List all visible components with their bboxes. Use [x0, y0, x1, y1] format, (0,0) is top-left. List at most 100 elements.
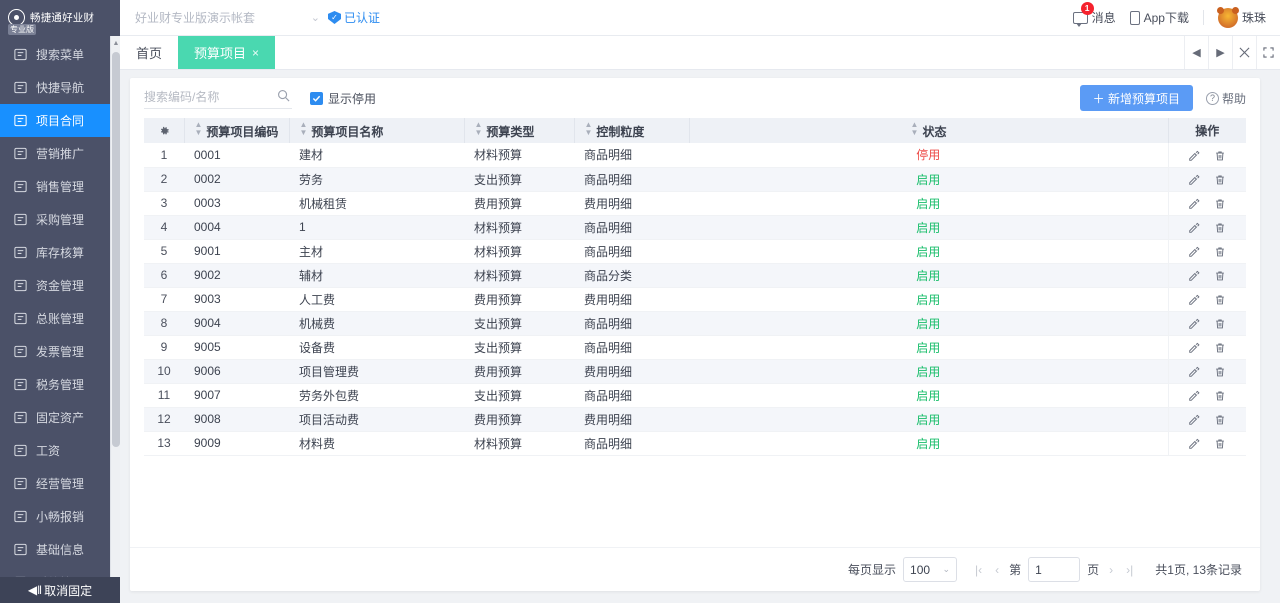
edit-icon[interactable] [1188, 268, 1200, 282]
sidebar-item-8[interactable]: 总账管理 [0, 302, 120, 335]
trash-icon[interactable] [1214, 220, 1226, 234]
scroll-up-arrow[interactable]: ▲ [111, 36, 120, 50]
edit-icon[interactable] [1188, 364, 1200, 378]
sidebar-item-10[interactable]: 税务管理 [0, 368, 120, 401]
column-settings-button[interactable] [144, 118, 185, 143]
caret-right-icon[interactable]: ▶ [1208, 36, 1232, 69]
table-row[interactable]: 8 9004 机械费 支出预算 商品明细 启用 [144, 311, 1246, 336]
sidebar-item-14[interactable]: 小畅报销 [0, 500, 120, 533]
next-page-icon[interactable]: › [1109, 562, 1114, 577]
table-row[interactable]: 4 0004 1 材料预算 商品明细 启用 [144, 215, 1246, 240]
salary-icon [13, 443, 28, 458]
add-budget-item-button[interactable]: ＋ 新增预算项目 [1079, 85, 1193, 111]
table-row[interactable]: 11 9007 劳务外包费 支出预算 商品明细 启用 [144, 383, 1246, 408]
sidebar-item-3[interactable]: 营销推广 [0, 137, 120, 170]
sidebar-item-13[interactable]: 经营管理 [0, 467, 120, 500]
tab-home[interactable]: 首页 [120, 36, 178, 69]
sidebar-item-11[interactable]: 固定资产 [0, 401, 120, 434]
scrollbar-thumb[interactable] [112, 52, 120, 447]
trash-icon[interactable] [1214, 388, 1226, 402]
prev-page-icon[interactable]: ‹ [995, 562, 1000, 577]
trash-icon[interactable] [1214, 148, 1226, 162]
edit-icon[interactable] [1188, 412, 1200, 426]
trash-icon[interactable] [1214, 316, 1226, 330]
cell-granularity: 商品明细 [574, 383, 689, 408]
table-row[interactable]: 12 9008 项目活动费 费用预算 费用明细 启用 [144, 407, 1246, 432]
close-icon[interactable] [1232, 36, 1256, 69]
sidebar-item-9[interactable]: 发票管理 [0, 335, 120, 368]
user-menu[interactable]: 珠珠 [1216, 6, 1266, 28]
sidebar-item-7[interactable]: 资金管理 [0, 269, 120, 302]
edit-icon[interactable] [1188, 148, 1200, 162]
cell-code: 0002 [184, 167, 289, 192]
unpin-sidebar-button[interactable]: ◀‖ 取消固定 [0, 577, 120, 603]
show-disabled-checkbox[interactable]: 显示停用 [310, 90, 376, 107]
trash-icon[interactable] [1214, 244, 1226, 258]
last-page-icon[interactable]: ›| [1126, 562, 1134, 577]
sidebar-item-4[interactable]: 销售管理 [0, 170, 120, 203]
column-header-status[interactable]: ▲ ▼ 状态 [689, 118, 1169, 143]
tab-budget-project[interactable]: 预算项目 × [178, 36, 276, 69]
sidebar-scrollbar[interactable]: ▲ ▼ [110, 36, 120, 603]
sidebar-item-15[interactable]: 基础信息 [0, 533, 120, 566]
column-header-granularity[interactable]: ▲ ▼ 控制粒度 [574, 118, 690, 143]
messages-button[interactable]: 1 消息 [1072, 2, 1116, 27]
cell-status: 启用 [689, 383, 1168, 408]
table-row[interactable]: 3 0003 机械租赁 费用预算 费用明细 启用 [144, 191, 1246, 216]
app-download-label: App下载 [1143, 11, 1189, 25]
trash-icon[interactable] [1214, 196, 1226, 210]
edit-icon[interactable] [1188, 244, 1200, 258]
sidebar-item-0[interactable]: 搜索菜单 [0, 38, 120, 71]
trash-icon[interactable] [1214, 292, 1226, 306]
table-row[interactable]: 2 0002 劳务 支出预算 商品明细 启用 [144, 167, 1246, 192]
table-row[interactable]: 6 9002 辅材 材料预算 商品分类 启用 [144, 263, 1246, 288]
table-row[interactable]: 5 9001 主材 材料预算 商品明细 启用 [144, 239, 1246, 264]
sidebar-item-6[interactable]: 库存核算 [0, 236, 120, 269]
app-download-button[interactable]: App下载 [1129, 9, 1189, 26]
table-row[interactable]: 9 9005 设备费 支出预算 商品明细 启用 [144, 335, 1246, 360]
column-header-type[interactable]: ▲ ▼ 预算类型 [464, 118, 575, 143]
edit-icon[interactable] [1188, 436, 1200, 450]
cell-operations [1167, 191, 1246, 216]
column-header-name[interactable]: ▲ ▼ 预算项目名称 [289, 118, 465, 143]
help-link[interactable]: ? 帮助 [1205, 90, 1246, 107]
edit-icon[interactable] [1188, 220, 1200, 234]
fullscreen-icon[interactable] [1256, 36, 1280, 69]
brand-logo-area[interactable]: 畅捷通好业财 专业版 [0, 0, 120, 36]
table-row[interactable]: 7 9003 人工费 费用预算 费用明细 启用 [144, 287, 1246, 312]
close-icon[interactable]: × [252, 45, 260, 60]
trash-icon[interactable] [1214, 364, 1226, 378]
per-page-select[interactable]: 100 ⌄ [903, 557, 958, 582]
sidebar-item-label: 发票管理 [36, 345, 85, 359]
sidebar-item-5[interactable]: 采购管理 [0, 203, 120, 236]
trash-icon[interactable] [1214, 172, 1226, 186]
trash-icon[interactable] [1214, 436, 1226, 450]
cell-operations [1167, 215, 1246, 240]
edit-icon[interactable] [1188, 172, 1200, 186]
table-row[interactable]: 10 9006 项目管理费 费用预算 费用明细 启用 [144, 359, 1246, 384]
edit-icon[interactable] [1188, 340, 1200, 354]
table-row[interactable]: 1 0001 建材 材料预算 商品明细 停用 [144, 143, 1246, 168]
edit-icon[interactable] [1188, 388, 1200, 402]
sidebar-item-2[interactable]: 项目合同 [0, 104, 120, 137]
caret-left-icon[interactable]: ◀ [1184, 36, 1208, 69]
account-selector[interactable]: 好业财专业版演示帐套 ⌄ [135, 9, 320, 26]
table-row[interactable]: 13 9009 材料费 材料预算 商品明细 启用 [144, 431, 1246, 456]
edit-icon[interactable] [1188, 292, 1200, 306]
sidebar-item-1[interactable]: 快捷导航 [0, 71, 120, 104]
trash-icon[interactable] [1214, 340, 1226, 354]
page-number-input[interactable] [1028, 557, 1081, 582]
edit-icon[interactable] [1188, 316, 1200, 330]
search-icon[interactable] [277, 89, 290, 105]
cell-name: 主材 [289, 239, 464, 264]
trash-icon[interactable] [1214, 412, 1226, 426]
column-header-code[interactable]: ▲ ▼ 预算项目编码 [184, 118, 290, 143]
sidebar-item-12[interactable]: 工资 [0, 434, 120, 467]
edit-icon[interactable] [1188, 196, 1200, 210]
cell-index: 13 [144, 431, 184, 456]
first-page-icon[interactable]: |‹ [975, 562, 983, 577]
search-input[interactable] [144, 87, 292, 109]
cell-name: 人工费 [289, 287, 464, 312]
status-badge: 停用 [916, 148, 941, 163]
trash-icon[interactable] [1214, 268, 1226, 282]
